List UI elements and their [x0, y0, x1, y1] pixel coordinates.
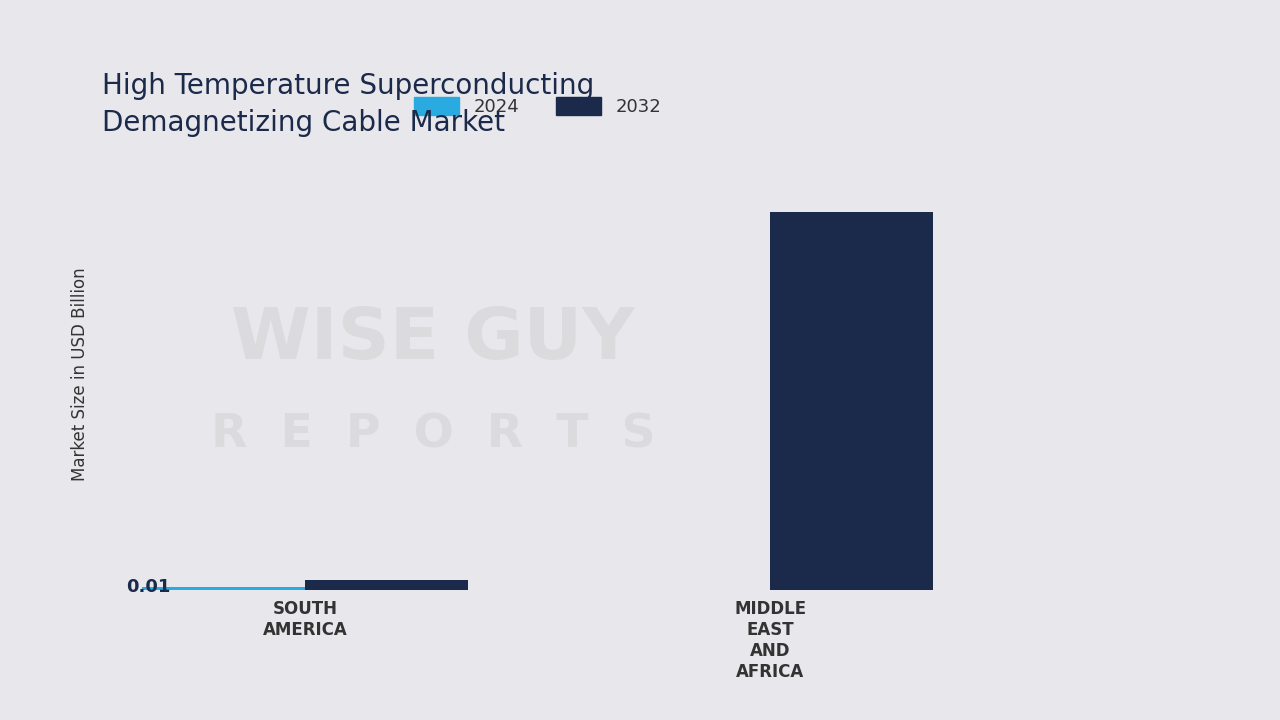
Bar — [142, 587, 305, 590]
Y-axis label: Market Size in USD Billion: Market Size in USD Billion — [70, 268, 88, 481]
Text: 0.01: 0.01 — [125, 577, 170, 596]
Text: R  E  P  O  R  T  S: R E P O R T S — [211, 413, 655, 457]
Legend: 2024, 2032: 2024, 2032 — [407, 90, 668, 123]
Text: High Temperature Superconducting
Demagnetizing Cable Market: High Temperature Superconducting Demagne… — [102, 72, 595, 137]
Bar — [305, 580, 467, 590]
Bar — [771, 212, 933, 590]
Text: WISE GUY: WISE GUY — [232, 305, 635, 374]
